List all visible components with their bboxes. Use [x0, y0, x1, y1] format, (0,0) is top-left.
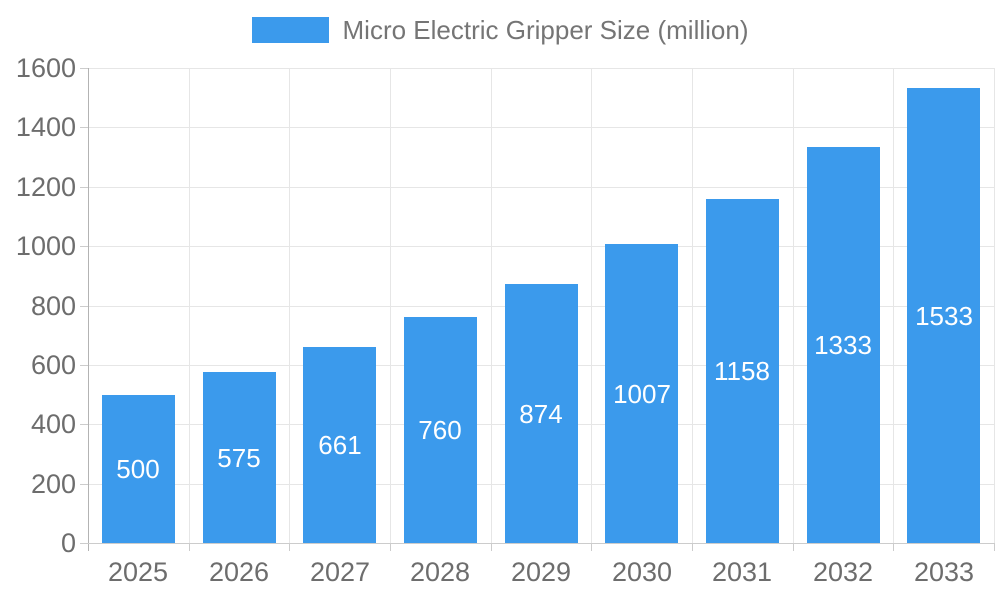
x-tick-label: 2030	[611, 557, 673, 587]
y-tick	[80, 68, 88, 69]
bar-2028	[404, 317, 477, 543]
x-gridline	[692, 68, 693, 543]
bar-value-label: 575	[217, 443, 261, 473]
y-tick	[80, 306, 88, 307]
x-tick	[390, 543, 391, 551]
y-tick-label: 400	[30, 409, 76, 439]
bar-2030	[605, 244, 678, 543]
y-tick	[80, 187, 88, 188]
x-tick-label: 2026	[208, 557, 270, 587]
x-tick-label: 2033	[913, 557, 975, 587]
x-tick	[189, 543, 190, 551]
y-tick	[80, 424, 88, 425]
x-gridline	[390, 68, 391, 543]
y-gridline	[88, 187, 994, 188]
x-tick-label: 2029	[510, 557, 572, 587]
x-gridline	[893, 68, 894, 543]
x-tick	[893, 543, 894, 551]
x-tick-label: 2031	[711, 557, 773, 587]
bar-2032	[807, 147, 880, 543]
y-tick	[80, 365, 88, 366]
bar-2027	[303, 347, 376, 543]
legend: Micro Electric Gripper Size (million)	[0, 14, 1000, 46]
y-tick-label: 200	[30, 469, 76, 499]
y-tick-label: 1600	[15, 53, 76, 83]
legend-swatch	[251, 17, 329, 43]
y-tick-label: 1000	[15, 231, 76, 261]
y-gridline	[88, 68, 994, 69]
bar-value-label: 1333	[814, 330, 872, 360]
bar-value-label: 661	[318, 430, 362, 460]
x-tick-label: 2025	[107, 557, 169, 587]
x-tick	[692, 543, 693, 551]
bar-value-label: 874	[519, 399, 563, 429]
bar-value-label: 1007	[613, 379, 671, 409]
x-gridline	[289, 68, 290, 543]
x-gridline	[491, 68, 492, 543]
y-tick	[80, 127, 88, 128]
x-tick	[793, 543, 794, 551]
x-tick	[591, 543, 592, 551]
bar-value-label: 1533	[915, 301, 973, 331]
bar-value-label: 500	[116, 454, 160, 484]
x-gridline	[591, 68, 592, 543]
y-axis-line	[88, 68, 89, 551]
bar-2025	[102, 395, 175, 543]
y-tick	[80, 543, 88, 544]
x-gridline	[793, 68, 794, 543]
y-tick-label: 0	[60, 528, 76, 558]
y-tick	[80, 246, 88, 247]
bar-value-label: 760	[418, 415, 462, 445]
bar-2026	[203, 372, 276, 543]
x-tick-label: 2027	[309, 557, 371, 587]
x-tick	[289, 543, 290, 551]
x-tick-label: 2028	[409, 557, 471, 587]
x-tick	[994, 543, 995, 551]
bar-2033	[907, 88, 980, 543]
y-gridline	[88, 127, 994, 128]
x-gridline	[189, 68, 190, 543]
legend-label: Micro Electric Gripper Size (million)	[342, 15, 749, 45]
y-tick-label: 1400	[15, 112, 76, 142]
bar-value-label: 1158	[714, 356, 770, 386]
y-gridline	[88, 246, 994, 247]
x-tick	[491, 543, 492, 551]
y-tick-label: 1200	[15, 172, 76, 202]
y-tick-label: 800	[30, 291, 76, 321]
x-tick-label: 2032	[812, 557, 874, 587]
x-gridline	[994, 68, 995, 543]
y-tick-label: 600	[30, 350, 76, 380]
bar-2031	[706, 199, 779, 543]
y-tick	[80, 484, 88, 485]
x-axis-line	[88, 543, 994, 544]
bar-2029	[505, 284, 578, 543]
